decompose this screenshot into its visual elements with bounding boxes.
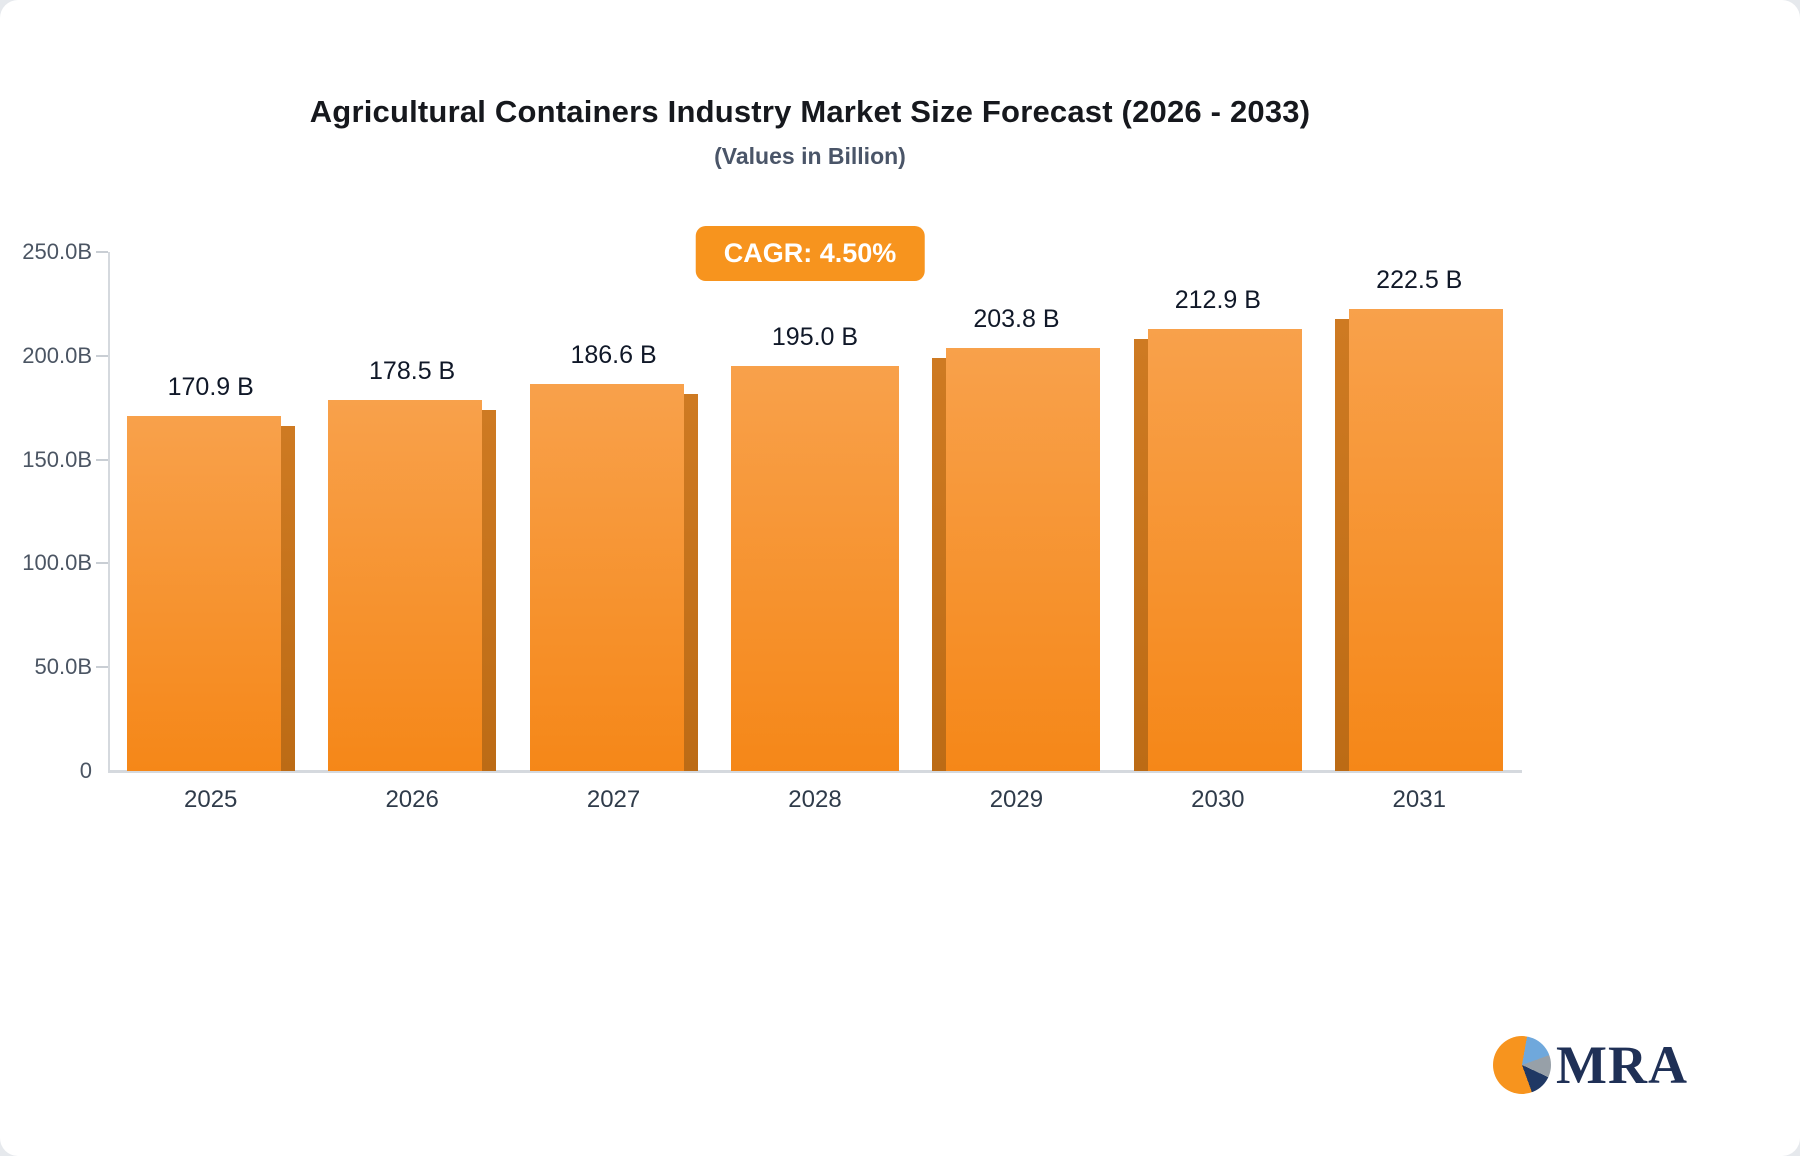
y-axis-label: 50.0B [34,654,93,680]
y-axis-tick [96,251,108,253]
bar [110,416,311,771]
bar [513,383,714,771]
bar [1117,329,1318,771]
bar-face [126,416,281,771]
x-axis-line [108,770,1522,773]
chart-title: Agricultural Containers Industry Market … [309,94,1311,129]
logo-text: MRA [1556,1035,1688,1095]
bar-side-face [683,393,698,771]
y-axis-label: 200.0B [22,342,92,368]
y-axis-tick [96,458,108,461]
bar-side-face [1133,339,1148,771]
x-axis-label: 2028 [788,786,842,813]
cagr-badge: CAGR: 4.50% [695,226,925,281]
bar-side-face [482,410,497,771]
x-axis-label: 2030 [1191,786,1245,813]
y-axis-tick [96,666,108,669]
y-axis-label: 100.0B [22,550,92,576]
mra-logo: MRA [1493,1036,1688,1094]
bar-value-label: 195.0 B [771,323,859,352]
y-axis-label: 250.0B [22,239,92,264]
y-axis-tick [96,354,108,357]
bar-value-label: 222.5 B [1376,266,1463,295]
bar-face [328,400,483,771]
x-axis-labels: 2025 2026 2027 2028 2029 2030 2031 [110,786,1520,814]
y-axis-tick [96,562,108,565]
plot-area: 170.9 B 178.5 B 186.6 B 195.0 B 203.8 B 212.9… [108,252,1522,773]
bar [916,347,1117,771]
chart-subtitle: (Values in Billion) [714,143,906,169]
bar [311,400,512,771]
bar-side-face [1335,319,1350,771]
x-axis-label: 2029 [989,786,1044,813]
bar-value-label: 178.5 B [369,357,456,386]
bar-face [1349,309,1504,771]
x-axis-label: 2031 [1392,786,1446,813]
y-axis-label: 0 [79,758,92,783]
bar-face [730,366,899,771]
y-axis-label: 150.0B [22,446,92,472]
bar-side-face [280,426,295,771]
x-axis-label: 2027 [586,786,641,813]
bar-face [1147,329,1302,771]
bar-value-label: 212.9 B [1174,286,1261,315]
logo-pie-icon [1493,1036,1552,1094]
bar-value-label: 170.9 B [167,373,254,402]
bar-side-face [932,357,947,771]
y-axis-line [108,252,110,771]
bar-face [946,347,1101,771]
y-axis: 0 50.0B 100.0B 150.0B 200.0B 250.0B [0,239,108,783]
bar-face [529,383,684,771]
bar [714,366,915,771]
bar [1319,309,1520,771]
x-axis-label: 2026 [385,786,439,813]
bar-value-label: 203.8 B [973,304,1060,333]
bar-value-label: 186.6 B [570,340,657,369]
chart-header: Agricultural Containers Industry Market … [0,94,1620,170]
x-axis-label: 2025 [184,786,238,813]
